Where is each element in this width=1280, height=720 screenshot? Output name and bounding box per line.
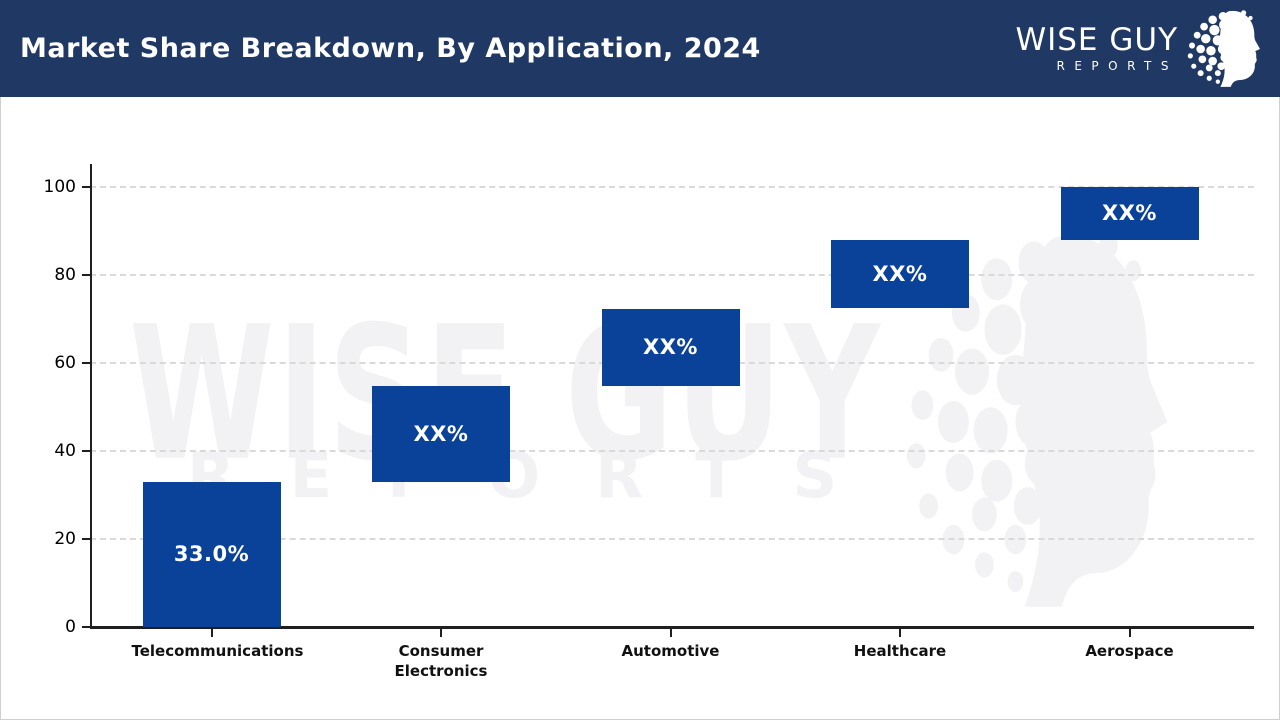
x-tick-label-aerospace: Aerospace (1085, 642, 1174, 660)
x-tick-label-automotive: Automotive (621, 642, 720, 660)
bar-consumer-electronics: XX% (372, 385, 510, 482)
y-tickmark-0 (82, 626, 90, 628)
y-tick-label-80: 80 (54, 264, 76, 285)
x-tickmark-consumer-electronics (440, 628, 442, 637)
y-tick-label-60: 60 (54, 352, 76, 373)
brand-tagline: REPORTS (1056, 59, 1178, 73)
y-tickmark-20 (82, 537, 90, 540)
x-tickmark-automotive (669, 628, 672, 637)
x-axis-line (90, 626, 1254, 629)
bar-telecommunications: 33.0% (142, 481, 281, 627)
y-tick-label-0: 0 (65, 617, 76, 637)
brand-logo-text: WISE GUY REPORTS (1015, 22, 1178, 73)
brand-logo: WISE GUY REPORTS (1015, 3, 1266, 95)
chart-area: WISE GUY REPORTS 0 20 40 60 80 100 33.0% Teleco… (0, 97, 1280, 720)
y-tickmark-100 (82, 185, 90, 188)
plot-canvas: 0 20 40 60 80 100 33.0% Telecommunications XX% Co… (1, 97, 1279, 719)
header-bar: Market Share Breakdown, By Application, … (0, 0, 1280, 97)
gridline-100 (90, 185, 1254, 188)
gridline-20 (90, 537, 1254, 540)
x-tick-label-telecommunications: Telecommunications (131, 642, 304, 660)
y-tickmark-80 (82, 273, 90, 276)
bar-automotive: XX% (601, 309, 740, 386)
y-tick-label-20: 20 (54, 528, 76, 549)
y-tickmark-40 (82, 449, 90, 452)
x-tickmark-healthcare (899, 628, 901, 637)
y-tick-label-100: 100 (43, 176, 76, 197)
gridline-40 (90, 449, 1254, 452)
y-axis-line (90, 164, 92, 629)
bar-aerospace: XX% (1060, 186, 1199, 240)
x-tickmark-aerospace (1128, 628, 1131, 637)
brand-name: WISE GUY (1015, 22, 1178, 58)
bar-value-label-consumer-electronics: XX% (413, 421, 469, 446)
x-tick-label-healthcare: Healthcare (853, 642, 947, 660)
y-tickmark-60 (82, 361, 90, 364)
page-title: Market Share Breakdown, By Application, … (20, 33, 761, 64)
bar-value-label-healthcare: XX% (872, 261, 928, 286)
y-tick-label-40: 40 (54, 440, 76, 461)
bar-value-label-automotive: XX% (643, 335, 698, 360)
gridline-80 (90, 273, 1254, 276)
dotted-head-logo-icon (1187, 9, 1260, 87)
bar-value-label-telecommunications: 33.0% (173, 542, 250, 567)
x-tick-label-consumer-electronics: Consumer Electronics (394, 642, 488, 681)
bar-value-label-aerospace: XX% (1102, 201, 1157, 226)
x-tickmark-telecommunications (210, 628, 213, 637)
bar-healthcare: XX% (831, 239, 969, 309)
